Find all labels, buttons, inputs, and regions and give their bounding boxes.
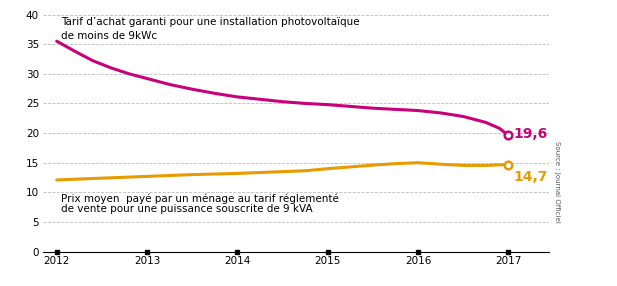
Text: Source : Journal Officiel: Source : Journal Officiel bbox=[554, 141, 560, 223]
Text: Prix moyen  payé par un ménage au tarif réglementé: Prix moyen payé par un ménage au tarif r… bbox=[61, 194, 339, 204]
Text: 19,6: 19,6 bbox=[513, 127, 547, 141]
Text: Tarif d’achat garanti pour une installation photovoltaïque: Tarif d’achat garanti pour une installat… bbox=[61, 17, 360, 27]
Text: de vente pour une puissance souscrite de 9 kVA: de vente pour une puissance souscrite de… bbox=[61, 204, 313, 214]
Text: 14,7: 14,7 bbox=[513, 170, 547, 184]
Text: de moins de 9kWc: de moins de 9kWc bbox=[61, 31, 157, 41]
